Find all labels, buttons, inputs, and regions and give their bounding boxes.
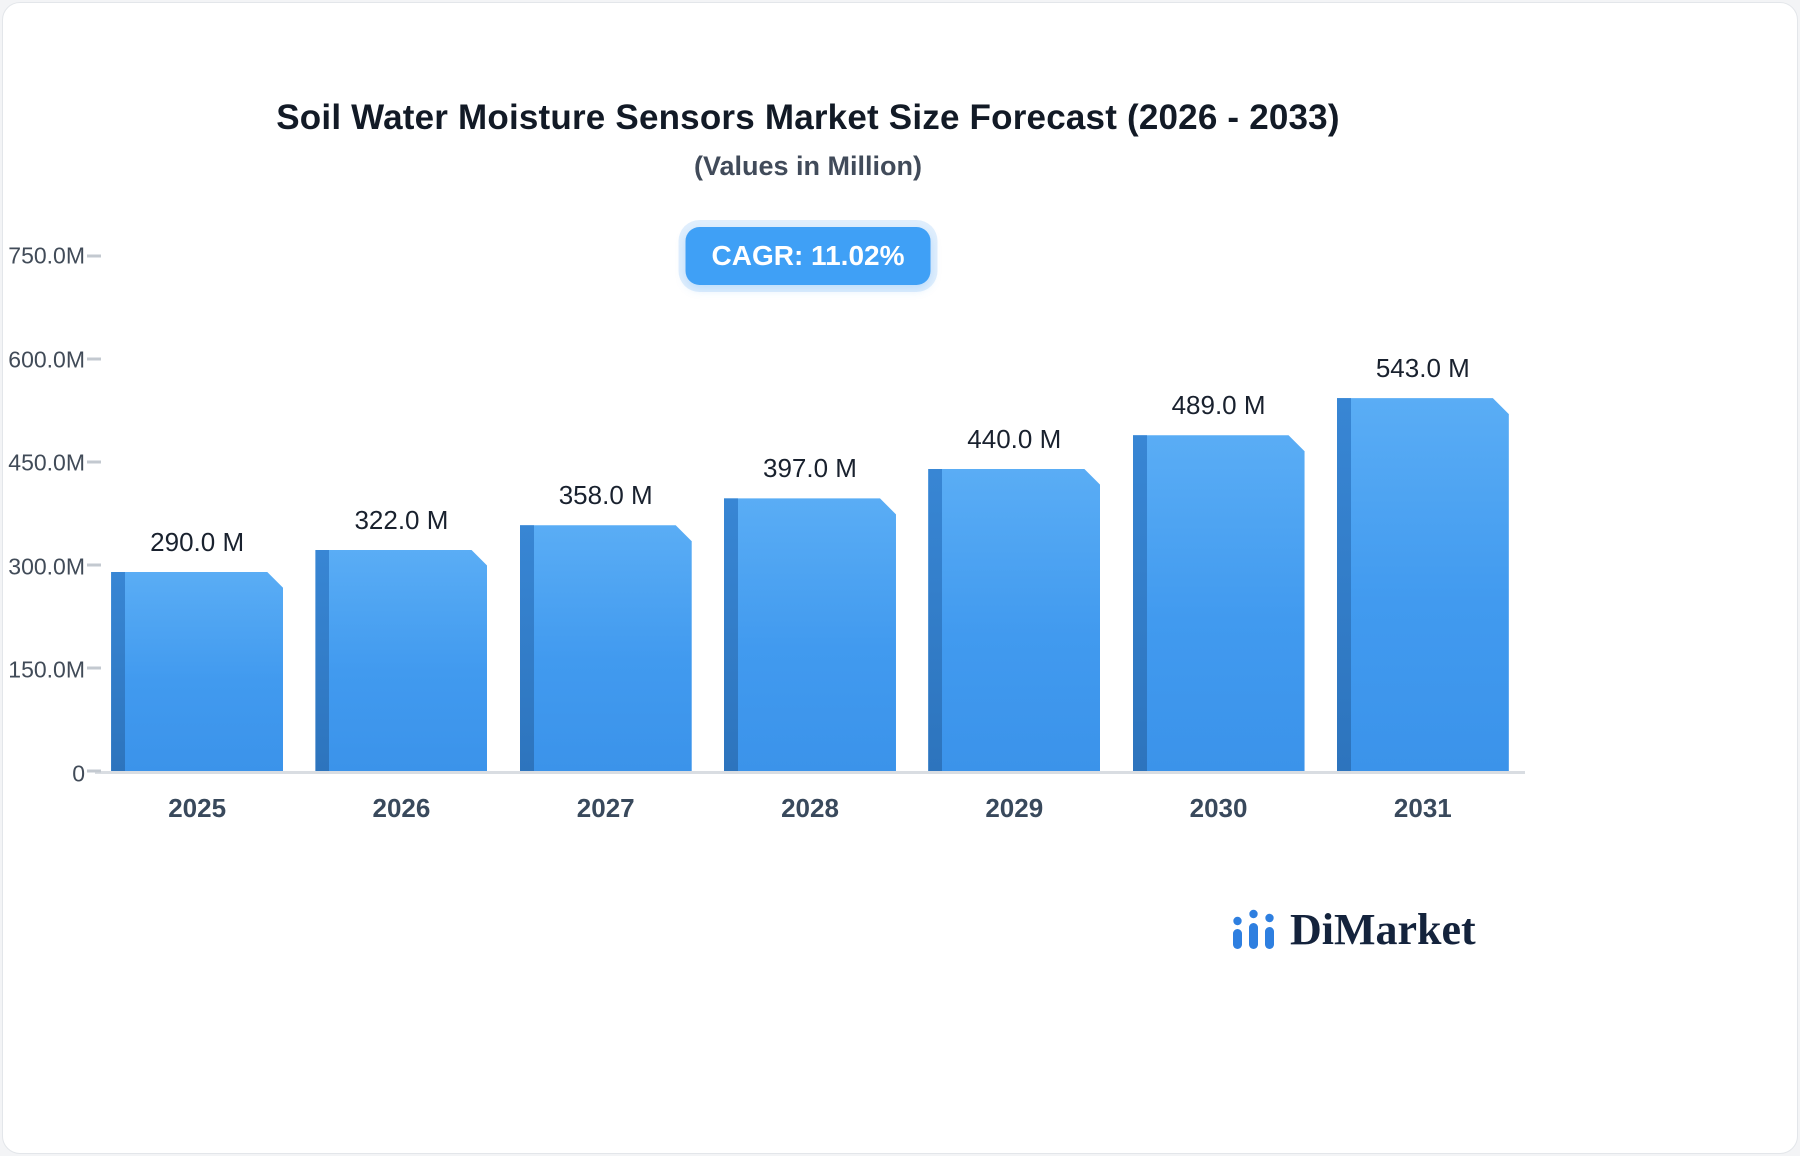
bar-slot: 322.0 M: [299, 256, 503, 771]
y-axis-tick-label: 750.0M: [8, 242, 85, 269]
y-axis-tick-mark: [87, 357, 101, 361]
bar-2025[interactable]: [111, 572, 283, 771]
bar-2029[interactable]: [928, 469, 1100, 771]
y-axis-tick-label: 600.0M: [8, 346, 85, 373]
y-axis-tick-label: 450.0M: [8, 449, 85, 476]
x-axis-label: 2025: [168, 793, 227, 823]
bar-2026[interactable]: [315, 550, 487, 771]
bar-value-label: 440.0 M: [967, 423, 1062, 454]
bar-value-label: 489.0 M: [1171, 390, 1266, 421]
bar-2031[interactable]: [1337, 398, 1509, 771]
bar-2030[interactable]: [1133, 435, 1305, 771]
dimarket-logo-icon: [1233, 909, 1274, 949]
bar-2028[interactable]: [724, 498, 896, 771]
brand-logo: DiMarket: [1228, 901, 1476, 953]
chart-subtitle: (Values in Million): [693, 151, 923, 181]
bar-value-label: 358.0 M: [558, 480, 653, 511]
x-axis-labels: 2025 2026 2027 2028 2029 2030 2031: [95, 793, 1525, 824]
y-axis-tick-mark: [87, 769, 101, 773]
y-axis-tick-mark: [87, 460, 101, 464]
bar-slot: 543.0 M: [1321, 256, 1525, 771]
x-axis-label: 2031: [1393, 793, 1452, 823]
bar-slot: 358.0 M: [504, 256, 708, 771]
bar-slot: 489.0 M: [1116, 256, 1320, 771]
bar-2027[interactable]: [520, 525, 692, 771]
x-axis-label: 2029: [985, 793, 1044, 823]
bar-slot: 290.0 M: [95, 256, 299, 771]
y-axis: 0 150.0M 300.0M 450.0M 600.0M 750.0M: [3, 243, 87, 787]
cagr-badge: CAGR: 11.02%: [685, 227, 931, 285]
x-axis-label: 2030: [1189, 793, 1248, 823]
y-axis-tick-mark: [87, 666, 101, 670]
bar-slot: 440.0 M: [912, 256, 1116, 771]
bar-value-label: 290.0 M: [150, 526, 245, 557]
y-axis-tick-mark: [87, 254, 101, 258]
x-axis-label: 2026: [372, 793, 431, 823]
brand-name: DiMarket: [1290, 904, 1476, 954]
bar-slot: 397.0 M: [708, 256, 912, 771]
x-axis-label: 2027: [576, 793, 635, 823]
bar-value-label: 543.0 M: [1375, 353, 1470, 384]
bar-value-label: 322.0 M: [354, 504, 449, 535]
plot-area: 290.0 M 322.0 M 358.0 M 397.0 M 440.0 M 489.0…: [87, 254, 1525, 774]
chart-header: Soil Water Moisture Sensors Market Size …: [3, 3, 1613, 303]
y-axis-tick-label: 150.0M: [8, 656, 85, 683]
chart-title: Soil Water Moisture Sensors Market Size …: [276, 98, 1340, 137]
bar-value-label: 397.0 M: [763, 453, 857, 484]
y-axis-tick-label: 0: [72, 760, 85, 787]
y-axis-tick-mark: [87, 563, 101, 567]
y-axis-tick-label: 300.0M: [8, 553, 85, 580]
x-axis-label: 2028: [781, 793, 839, 823]
